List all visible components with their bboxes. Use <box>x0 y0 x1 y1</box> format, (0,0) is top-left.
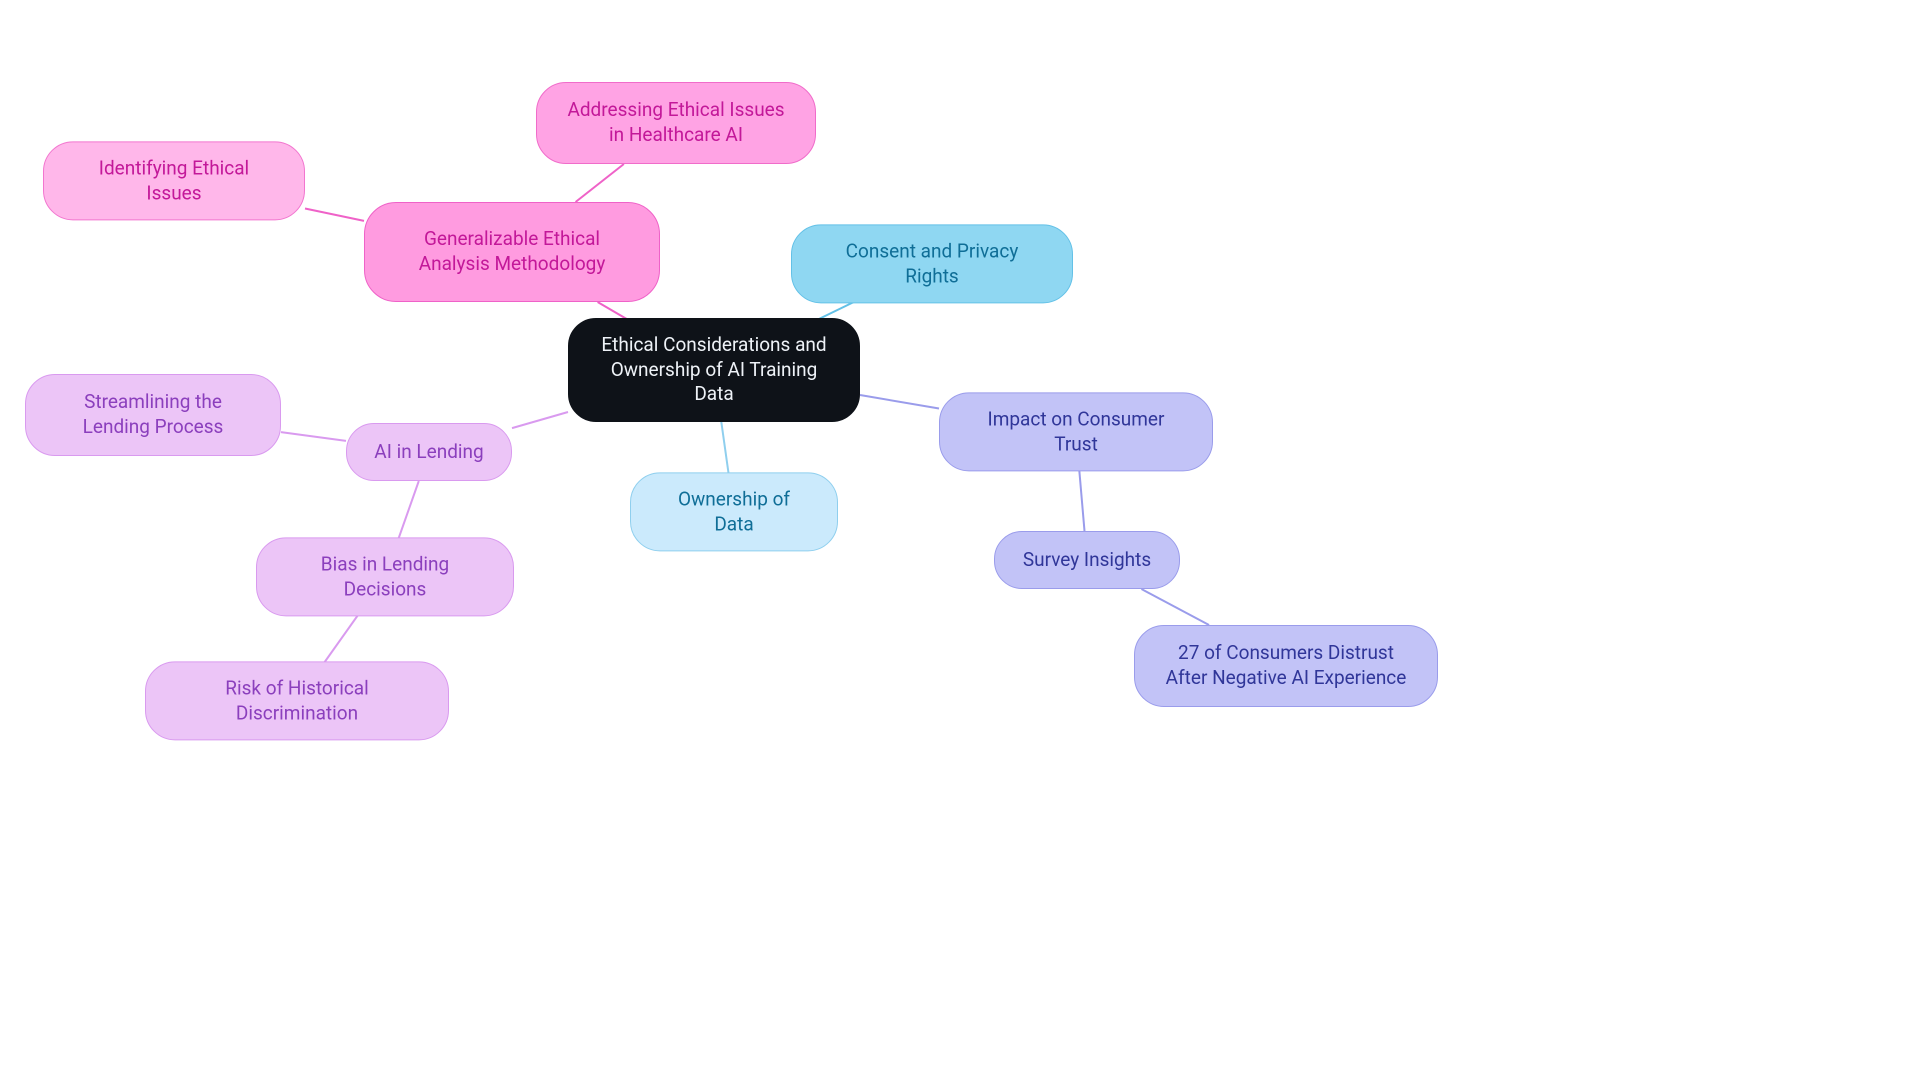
node-root: Ethical Considerations and Ownership of … <box>568 318 860 422</box>
node-distrust: 27 of Consumers Distrust After Negative … <box>1134 625 1438 707</box>
edge-methodology-healthcare <box>576 164 624 202</box>
edge-root-lending <box>512 412 568 428</box>
node-label: Streamlining the Lending Process <box>52 390 254 439</box>
node-label: Ownership of Data <box>657 487 811 536</box>
edge-lending-streamline <box>281 432 346 441</box>
node-risk: Risk of Historical Discrimination <box>145 661 449 740</box>
node-bias: Bias in Lending Decisions <box>256 537 514 616</box>
node-methodology: Generalizable Ethical Analysis Methodolo… <box>364 202 660 302</box>
node-identify: Identifying Ethical Issues <box>43 141 305 220</box>
node-label: AI in Lending <box>374 440 483 465</box>
node-label: Identifying Ethical Issues <box>70 156 278 205</box>
node-label: Ethical Considerations and Ownership of … <box>595 333 833 407</box>
node-label: Bias in Lending Decisions <box>283 552 487 601</box>
edge-root-ownership <box>720 415 729 481</box>
node-streamline: Streamlining the Lending Process <box>25 374 281 456</box>
node-ownership: Ownership of Data <box>630 472 838 551</box>
node-label: Addressing Ethical Issues in Healthcare … <box>563 98 789 147</box>
node-label: Generalizable Ethical Analysis Methodolo… <box>391 227 633 276</box>
edge-methodology-identify <box>305 209 364 221</box>
node-label: 27 of Consumers Distrust After Negative … <box>1161 641 1411 690</box>
node-label: Risk of Historical Discrimination <box>172 676 422 725</box>
edge-survey-distrust <box>1141 589 1209 625</box>
node-label: Survey Insights <box>1023 548 1151 573</box>
node-survey: Survey Insights <box>994 531 1180 589</box>
node-impact: Impact on Consumer Trust <box>939 392 1213 471</box>
node-label: Impact on Consumer Trust <box>966 407 1186 456</box>
node-consent: Consent and Privacy Rights <box>791 224 1073 303</box>
edge-root-impact <box>860 395 939 409</box>
edge-impact-survey <box>1079 463 1085 531</box>
node-healthcare: Addressing Ethical Issues in Healthcare … <box>536 82 816 164</box>
node-lending: AI in Lending <box>346 423 512 481</box>
node-label: Consent and Privacy Rights <box>818 239 1046 288</box>
